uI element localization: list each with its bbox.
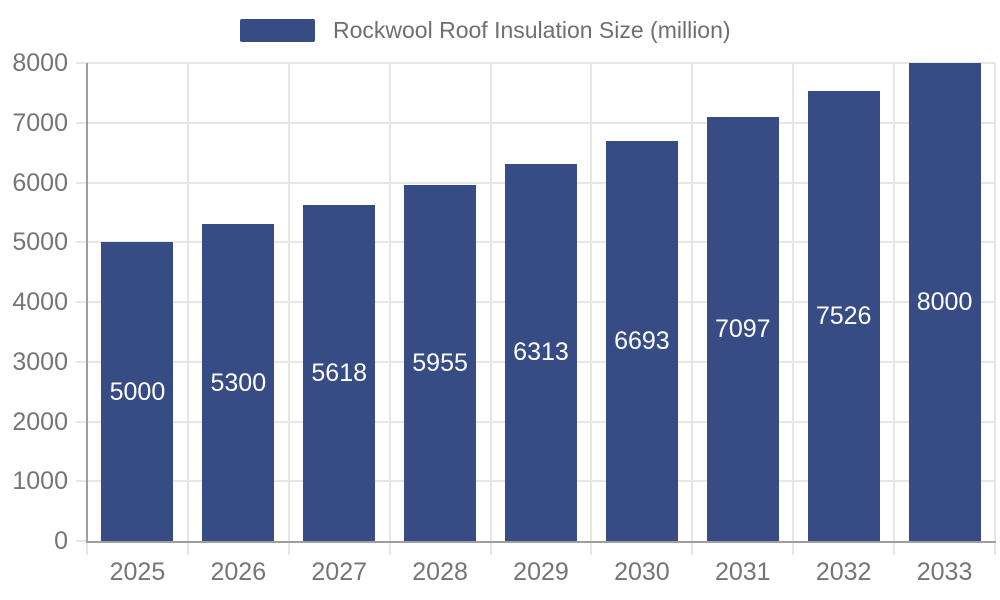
legend[interactable]: Rockwool Roof Insulation Size (million) (240, 17, 731, 44)
y-axis-tick (76, 480, 87, 483)
y-axis-tick-label: 0 (54, 527, 68, 555)
y-axis-tick-label: 8000 (12, 49, 68, 77)
grid-line-vertical (489, 63, 492, 555)
y-axis-tick-label: 4000 (12, 288, 68, 316)
y-axis-line (86, 63, 88, 541)
x-axis-tick-label: 2030 (614, 558, 670, 586)
y-axis-tick (76, 360, 87, 363)
bar[interactable] (706, 116, 779, 541)
plot-area: 5000 5300 5618 5955 6313 6693 7097 7526 8000 (86, 62, 996, 555)
bar[interactable] (303, 205, 376, 541)
y-axis-tick (76, 62, 87, 64)
bar[interactable] (605, 141, 678, 541)
bar[interactable] (404, 185, 477, 541)
grid-line-vertical (287, 63, 290, 555)
grid-line-vertical (691, 63, 694, 555)
y-axis-tick (76, 540, 87, 542)
bar[interactable] (807, 91, 880, 541)
bar[interactable] (101, 242, 174, 541)
bar[interactable] (505, 163, 577, 541)
y-axis-tick-label: 5000 (12, 228, 68, 257)
y-axis-tick-label: 1000 (12, 467, 68, 496)
grid-line-vertical (994, 63, 996, 555)
x-axis-tick-label: 2031 (714, 558, 771, 586)
y-axis-tick (76, 241, 87, 244)
bar-value-label: 5300 (210, 368, 267, 397)
x-axis-line (86, 541, 996, 543)
bar-value-label: 5955 (412, 349, 468, 378)
x-axis-tick-label: 2033 (916, 558, 973, 586)
x-axis-tick-label: 2026 (210, 558, 267, 586)
y-axis-tick-label: 6000 (12, 168, 68, 197)
x-axis-tick-label: 2027 (311, 558, 368, 586)
x-axis-tick-label: 2025 (109, 558, 166, 586)
legend-label: Rockwool Roof Insulation Size (million) (333, 17, 731, 43)
bar-value-label: 6313 (513, 338, 569, 367)
y-axis-tick-label: 7000 (12, 108, 68, 137)
x-axis-tick-label: 2032 (815, 558, 872, 586)
y-axis-tick-label: 3000 (12, 347, 68, 376)
bar[interactable] (908, 63, 981, 541)
bar[interactable] (202, 224, 275, 541)
bar-value-label: 8000 (916, 288, 973, 316)
bar-value-label: 7097 (714, 314, 771, 343)
bar-value-label: 7526 (815, 302, 872, 331)
y-axis-tick (76, 301, 87, 303)
x-axis-tick-label: 2029 (513, 558, 569, 586)
grid-line-horizontal (87, 62, 995, 64)
bar-value-label: 5000 (109, 377, 166, 406)
grid-line-vertical (893, 63, 896, 555)
bar-value-label: 6693 (614, 327, 670, 356)
bar-value-label: 5618 (311, 359, 368, 388)
y-axis-tick (76, 420, 87, 423)
grid-line-vertical (792, 63, 795, 555)
grid-line-horizontal (87, 121, 995, 124)
y-axis-tick (76, 121, 87, 124)
legend-swatch (240, 19, 315, 42)
y-axis-tick (76, 181, 87, 184)
grid-line-vertical (388, 63, 391, 555)
x-axis-tick-label: 2028 (412, 558, 468, 586)
grid-line-vertical (590, 63, 593, 555)
grid-line-vertical (186, 63, 189, 555)
y-axis-tick-label: 2000 (12, 407, 68, 436)
